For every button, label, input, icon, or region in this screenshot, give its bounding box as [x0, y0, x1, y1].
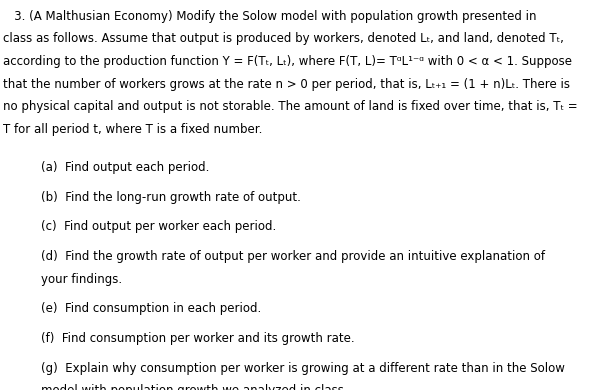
- Text: that the number of workers grows at the rate n > 0 per period, that is, Lₜ₊₁ = (: that the number of workers grows at the …: [3, 78, 570, 90]
- Text: model with population growth we analyzed in class.: model with population growth we analyzed…: [41, 384, 347, 390]
- Text: T for all period t, where T is a fixed number.: T for all period t, where T is a fixed n…: [3, 123, 262, 136]
- Text: (g)  Explain why consumption per worker is growing at a different rate than in t: (g) Explain why consumption per worker i…: [41, 362, 565, 374]
- Text: (b)  Find the long-run growth rate of output.: (b) Find the long-run growth rate of out…: [41, 191, 301, 204]
- Text: (e)  Find consumption in each period.: (e) Find consumption in each period.: [41, 302, 261, 315]
- Text: (d)  Find the growth rate of output per worker and provide an intuitive explanat: (d) Find the growth rate of output per w…: [41, 250, 545, 263]
- Text: (f)  Find consumption per worker and its growth rate.: (f) Find consumption per worker and its …: [41, 332, 355, 345]
- Text: according to the production function Y = F(Tₜ, Lₜ), where F(T, L)= TᵅL¹⁻ᵅ with 0: according to the production function Y =…: [3, 55, 572, 68]
- Text: class as follows. Assume that output is produced by workers, denoted Lₜ, and lan: class as follows. Assume that output is …: [3, 32, 564, 45]
- Text: 3. (A Malthusian Economy) Modify the Solow model with population growth presente: 3. (A Malthusian Economy) Modify the Sol…: [3, 10, 536, 23]
- Text: no physical capital and output is not storable. The amount of land is fixed over: no physical capital and output is not st…: [3, 100, 578, 113]
- Text: your findings.: your findings.: [41, 273, 122, 285]
- Text: (c)  Find output per worker each period.: (c) Find output per worker each period.: [41, 220, 276, 233]
- Text: (a)  Find output each period.: (a) Find output each period.: [41, 161, 209, 174]
